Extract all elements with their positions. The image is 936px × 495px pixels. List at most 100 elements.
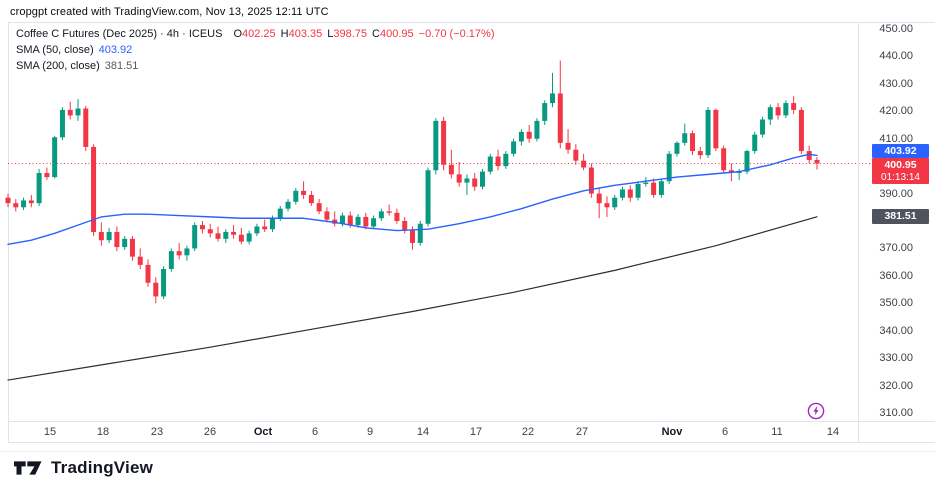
- time-axis[interactable]: 15 18 23 26 Oct 6 9 14 17 22 27 Nov 6 11 14: [8, 422, 935, 442]
- candle-body: [21, 200, 27, 208]
- tradingview-logo-icon[interactable]: [14, 459, 44, 477]
- price-axis-label: 410.00: [879, 132, 913, 145]
- sma50-price-badge: 403.92: [872, 144, 929, 159]
- candle-body: [83, 108, 89, 147]
- candle-body: [409, 230, 415, 243]
- candle-body: [511, 141, 517, 154]
- candle-body: [129, 238, 135, 257]
- candle-body: [588, 167, 594, 194]
- sma200-label: SMA (200, close): [16, 60, 100, 72]
- candle-body: [145, 264, 151, 283]
- candle-body: [666, 153, 672, 182]
- candle-body: [487, 156, 493, 172]
- candle-body: [5, 197, 11, 204]
- time-axis-label: 17: [469, 426, 483, 438]
- candle-body: [581, 160, 587, 168]
- candle-body: [744, 151, 750, 172]
- candle-body: [231, 231, 237, 235]
- price-axis-label: 340.00: [879, 324, 913, 337]
- candle-body: [44, 173, 50, 178]
- time-axis-label: 22: [521, 426, 535, 438]
- candle-body: [355, 216, 361, 226]
- candle-body: [316, 203, 322, 212]
- time-axis-label: 6: [721, 426, 729, 438]
- time-axis-label: 26: [203, 426, 217, 438]
- candle-body: [550, 93, 556, 104]
- candle-body: [651, 182, 657, 195]
- time-axis-label: 14: [416, 426, 430, 438]
- candle-body: [565, 142, 571, 150]
- widget-border-top: [8, 22, 935, 23]
- legend-symbol-row[interactable]: Coffee C Futures (Dec 2025) · 4h · ICEUS…: [16, 27, 495, 42]
- legend-sma200-row[interactable]: SMA (200, close) 381.51: [16, 59, 495, 74]
- candle-body: [775, 107, 781, 116]
- legend-sma50-row[interactable]: SMA (50, close) 403.92: [16, 43, 495, 58]
- time-axis-label: 18: [96, 426, 110, 438]
- candle-body: [464, 178, 470, 183]
- sma200-badge-value: 381.51: [884, 210, 917, 223]
- candle-body: [674, 142, 680, 154]
- last-price-value: 400.95: [884, 159, 917, 172]
- candle-body: [308, 194, 314, 204]
- instant-order-lightning-button[interactable]: [807, 402, 825, 420]
- candle-body: [635, 183, 641, 198]
- time-axis-label: Oct: [253, 426, 273, 438]
- candle-body: [448, 164, 454, 175]
- price-axis-label: 450.00: [879, 23, 913, 35]
- candle-body: [223, 231, 229, 239]
- tradingview-brand-text[interactable]: TradingView: [51, 458, 154, 477]
- sma50-value: 403.92: [98, 44, 133, 56]
- open-value: 402.25: [242, 28, 276, 40]
- lightning-circle-icon: [807, 402, 825, 420]
- candle-body: [161, 269, 167, 297]
- candle-body: [28, 200, 34, 204]
- candle-body: [620, 189, 626, 198]
- candle-body: [293, 190, 299, 202]
- candle-body: [378, 211, 384, 219]
- candle-body: [363, 216, 369, 227]
- time-axis-label: 14: [826, 426, 840, 438]
- candle-body: [277, 208, 283, 219]
- candle-body: [36, 173, 42, 204]
- candle-body: [394, 212, 400, 222]
- candle-body: [682, 133, 688, 143]
- close-value: 400.95: [380, 28, 414, 40]
- candle-body: [542, 103, 548, 121]
- candle-body: [347, 215, 353, 226]
- candle-body: [402, 221, 408, 231]
- sma200-price-badge: 381.51: [872, 209, 929, 225]
- candle-body: [98, 231, 104, 241]
- price-axis-label: 350.00: [879, 297, 913, 310]
- candle-body: [495, 156, 501, 167]
- high-label: H: [280, 28, 289, 40]
- candle-body: [301, 190, 307, 195]
- candle-body: [168, 251, 174, 270]
- candle-body: [798, 109, 804, 152]
- candle-body: [269, 218, 275, 230]
- candle-body: [339, 215, 345, 224]
- symbol-title: Coffee C Futures (Dec 2025) · 4h · ICEUS: [16, 28, 223, 40]
- time-axis-label: 11: [771, 426, 783, 438]
- price-axis-label: 390.00: [879, 187, 913, 200]
- candle-body: [215, 233, 221, 239]
- time-axis-label: 15: [43, 426, 57, 438]
- low-value: 398.75: [333, 28, 368, 40]
- candle-body: [534, 120, 540, 139]
- sma200-line: [7, 216, 818, 381]
- candle-body: [503, 153, 509, 167]
- candle-body: [658, 181, 664, 195]
- candle-body: [627, 189, 633, 198]
- time-axis-label: 9: [366, 426, 374, 438]
- footer-separator: [0, 451, 936, 452]
- sma50-label: SMA (50, close): [16, 44, 94, 56]
- candle-body: [59, 109, 65, 138]
- candle-body: [184, 248, 190, 256]
- candle-body: [604, 203, 610, 208]
- price-axis-label: 440.00: [879, 50, 913, 63]
- price-axis-label: 360.00: [879, 269, 913, 282]
- price-axis[interactable]: 450.00 440.00 430.00 420.00 410.00 390.00 370.…: [859, 22, 935, 421]
- candle-body: [814, 159, 820, 164]
- candle-body: [106, 231, 112, 241]
